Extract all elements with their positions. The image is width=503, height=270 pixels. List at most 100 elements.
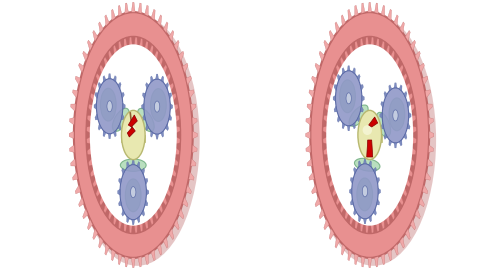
Polygon shape xyxy=(362,37,366,49)
Polygon shape xyxy=(373,221,377,233)
Polygon shape xyxy=(411,143,417,151)
Ellipse shape xyxy=(361,116,379,154)
Polygon shape xyxy=(348,250,352,261)
Polygon shape xyxy=(415,51,421,61)
Polygon shape xyxy=(150,131,153,137)
Polygon shape xyxy=(327,86,333,96)
Polygon shape xyxy=(157,244,162,255)
Polygon shape xyxy=(319,209,324,219)
Polygon shape xyxy=(103,76,106,82)
Polygon shape xyxy=(118,254,122,265)
Polygon shape xyxy=(86,131,92,139)
Ellipse shape xyxy=(310,12,429,258)
Polygon shape xyxy=(394,143,397,148)
Polygon shape xyxy=(309,90,314,98)
Polygon shape xyxy=(429,117,434,125)
Polygon shape xyxy=(407,102,410,108)
Polygon shape xyxy=(334,85,337,90)
Polygon shape xyxy=(410,40,415,51)
Polygon shape xyxy=(358,161,361,167)
Polygon shape xyxy=(101,59,106,71)
Polygon shape xyxy=(122,210,125,216)
Polygon shape xyxy=(126,221,130,233)
Polygon shape xyxy=(377,178,380,184)
Ellipse shape xyxy=(359,112,381,158)
Polygon shape xyxy=(95,114,98,120)
Polygon shape xyxy=(142,114,145,120)
Polygon shape xyxy=(125,3,128,14)
Polygon shape xyxy=(119,178,122,184)
Polygon shape xyxy=(161,76,163,82)
Polygon shape xyxy=(324,40,329,51)
Polygon shape xyxy=(362,95,364,101)
Polygon shape xyxy=(189,90,194,98)
Polygon shape xyxy=(127,127,135,137)
Polygon shape xyxy=(399,85,402,91)
Polygon shape xyxy=(404,92,407,98)
Polygon shape xyxy=(364,219,366,224)
Polygon shape xyxy=(425,90,431,98)
Polygon shape xyxy=(91,174,97,184)
Polygon shape xyxy=(145,124,149,131)
Polygon shape xyxy=(169,93,172,99)
Polygon shape xyxy=(192,117,197,125)
Polygon shape xyxy=(369,215,372,222)
Ellipse shape xyxy=(340,80,356,113)
Ellipse shape xyxy=(382,88,408,143)
Polygon shape xyxy=(131,258,135,268)
Polygon shape xyxy=(351,42,356,54)
Polygon shape xyxy=(103,130,106,137)
Ellipse shape xyxy=(154,101,160,112)
Polygon shape xyxy=(369,117,378,127)
Polygon shape xyxy=(350,188,352,194)
Polygon shape xyxy=(105,244,109,255)
Polygon shape xyxy=(405,31,410,41)
Polygon shape xyxy=(170,174,176,184)
Ellipse shape xyxy=(126,125,136,135)
Polygon shape xyxy=(379,219,383,232)
Polygon shape xyxy=(120,219,124,232)
Ellipse shape xyxy=(122,112,144,158)
Polygon shape xyxy=(169,229,174,239)
Polygon shape xyxy=(119,200,122,206)
Polygon shape xyxy=(377,199,380,205)
Polygon shape xyxy=(373,209,376,215)
Polygon shape xyxy=(169,31,174,41)
Polygon shape xyxy=(333,95,336,101)
Polygon shape xyxy=(110,211,115,224)
Polygon shape xyxy=(127,161,129,168)
Polygon shape xyxy=(165,124,169,131)
Ellipse shape xyxy=(75,14,200,266)
Polygon shape xyxy=(72,172,78,180)
Ellipse shape xyxy=(352,164,378,219)
Polygon shape xyxy=(330,76,336,87)
Polygon shape xyxy=(105,52,110,64)
Polygon shape xyxy=(368,222,372,234)
Polygon shape xyxy=(174,107,180,116)
Polygon shape xyxy=(380,112,382,118)
Polygon shape xyxy=(87,154,93,163)
Polygon shape xyxy=(368,2,372,12)
Polygon shape xyxy=(191,159,196,166)
Polygon shape xyxy=(131,2,135,12)
Polygon shape xyxy=(397,59,402,71)
Polygon shape xyxy=(93,31,98,41)
Polygon shape xyxy=(91,86,97,96)
Polygon shape xyxy=(384,92,387,98)
Polygon shape xyxy=(410,107,416,116)
Polygon shape xyxy=(375,3,378,14)
Polygon shape xyxy=(419,197,425,207)
Polygon shape xyxy=(150,76,153,82)
Polygon shape xyxy=(357,219,360,232)
Polygon shape xyxy=(151,250,155,261)
Polygon shape xyxy=(70,104,76,111)
Ellipse shape xyxy=(120,164,146,220)
Polygon shape xyxy=(357,74,360,81)
Polygon shape xyxy=(427,159,433,166)
Polygon shape xyxy=(403,76,409,87)
Polygon shape xyxy=(388,250,391,261)
Ellipse shape xyxy=(131,187,136,198)
Polygon shape xyxy=(375,256,378,267)
Polygon shape xyxy=(353,68,355,74)
Polygon shape xyxy=(113,76,116,82)
